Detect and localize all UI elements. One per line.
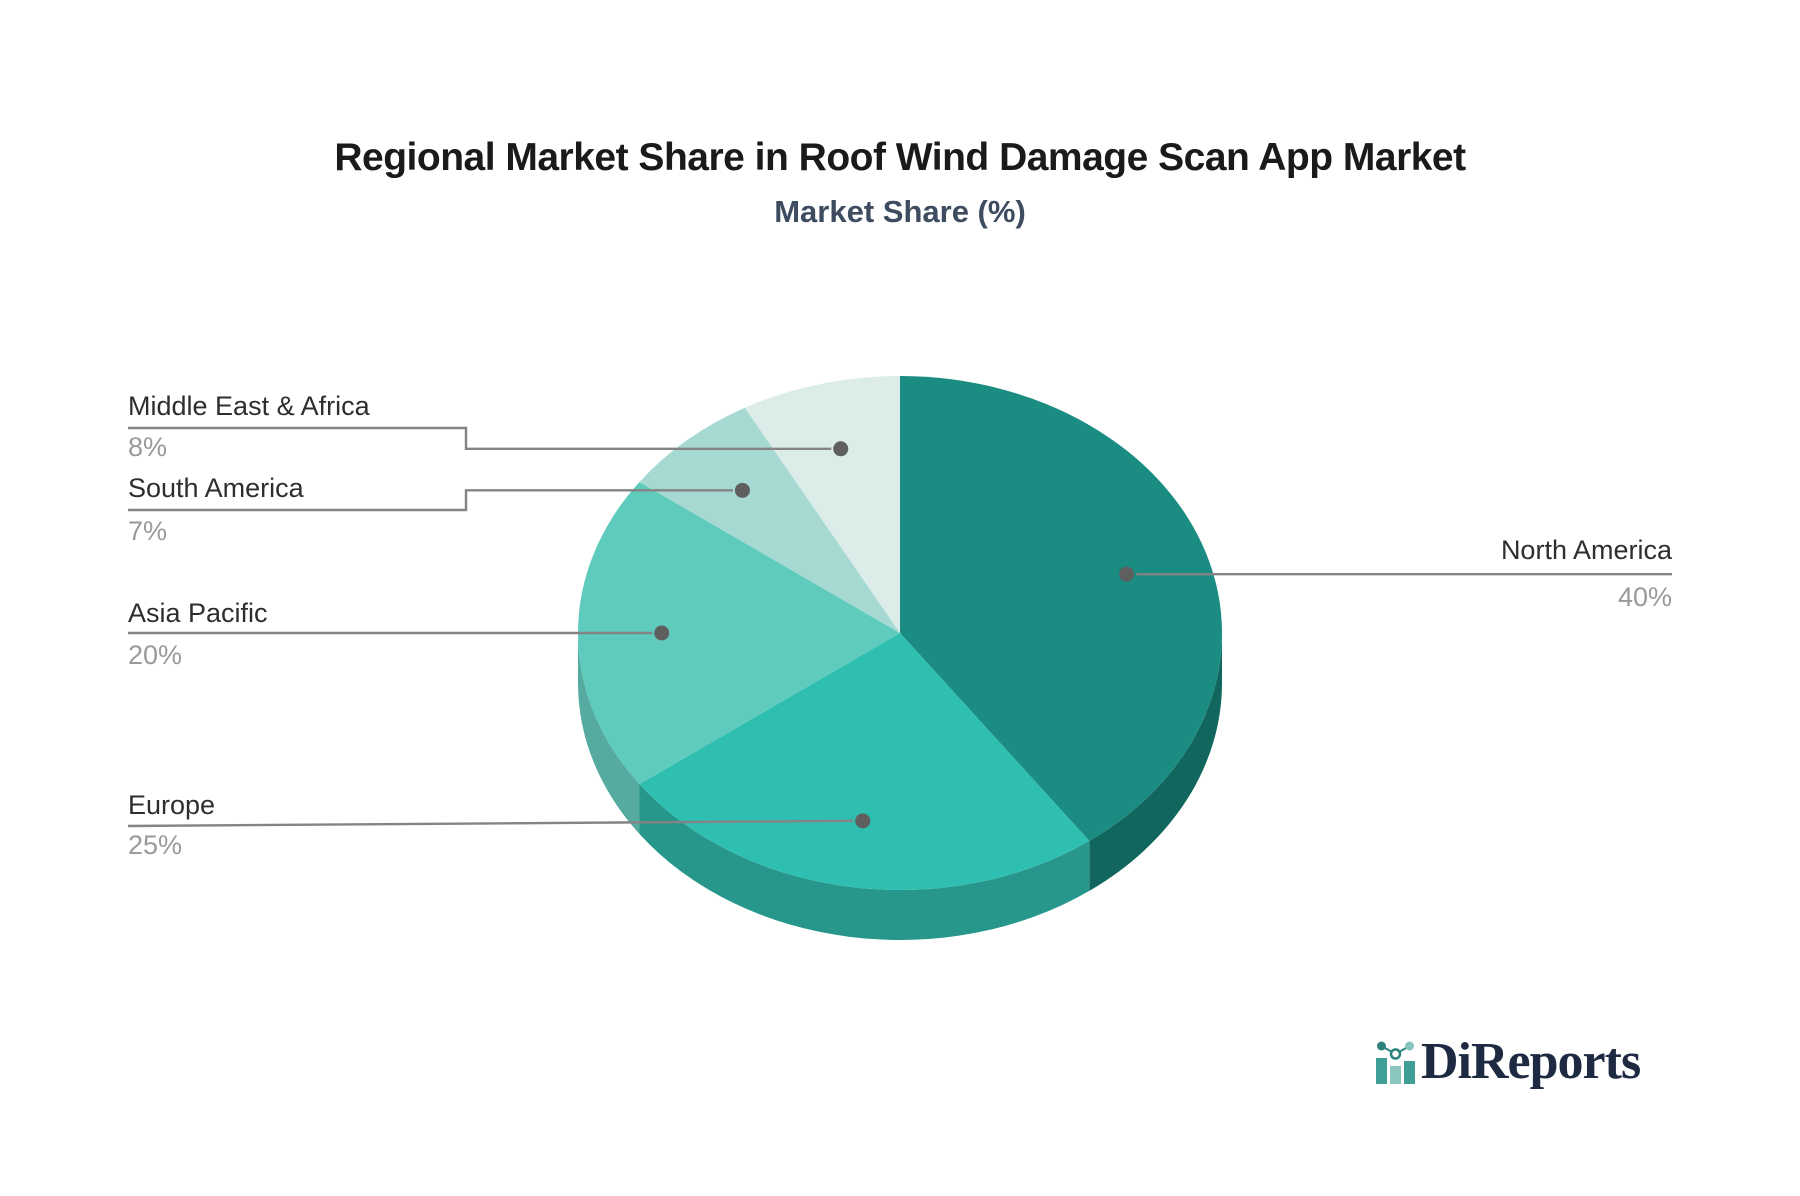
pct-europe: 25% bbox=[128, 830, 183, 860]
pct-south-america: 7% bbox=[128, 516, 168, 546]
connector-line-4 bbox=[128, 426, 832, 450]
pct-north-america: 40% bbox=[1617, 582, 1672, 612]
pie-rim-0 bbox=[1089, 633, 1222, 891]
chart-title: Regional Market Share in Roof Wind Damag… bbox=[334, 136, 1466, 179]
connector-dot-2 bbox=[654, 625, 670, 641]
label-north-america: North America bbox=[1500, 535, 1672, 565]
chart-subtitle: Market Share (%) bbox=[774, 194, 1026, 229]
pie-rim-2 bbox=[578, 633, 640, 835]
pie-slice-0 bbox=[900, 376, 1222, 841]
connector-line-1 bbox=[127, 819, 854, 828]
connector-dot-0 bbox=[1119, 566, 1135, 582]
pie-slice-4 bbox=[744, 376, 900, 633]
label-middle-east-africa: Middle East & Africa bbox=[128, 391, 370, 421]
pie-rim-1 bbox=[639, 784, 1090, 940]
connector-dot-4 bbox=[833, 441, 849, 457]
pie-slice-1 bbox=[639, 633, 1090, 890]
connector-line-3 bbox=[128, 489, 733, 512]
connector-dot-1 bbox=[855, 813, 871, 829]
label-asia-pacific: Asia Pacific bbox=[128, 598, 268, 628]
brand-logo: DiReports bbox=[1372, 1032, 1702, 1102]
pie-slice-3 bbox=[639, 407, 900, 633]
pie-slice-2 bbox=[578, 481, 900, 785]
pct-middle-east-africa: 8% bbox=[128, 432, 168, 462]
label-europe: Europe bbox=[128, 790, 216, 820]
bar-chart-icon bbox=[1376, 1041, 1415, 1084]
brand-name: DiReports bbox=[1421, 1033, 1641, 1090]
connector-dot-3 bbox=[734, 482, 750, 498]
label-south-america: South America bbox=[128, 473, 304, 503]
pct-asia-pacific: 20% bbox=[128, 640, 183, 670]
